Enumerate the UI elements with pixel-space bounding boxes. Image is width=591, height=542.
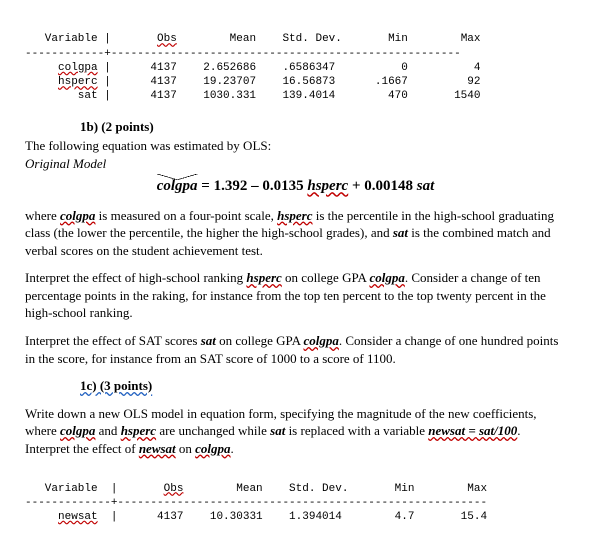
p4v2: colgpa (369, 270, 404, 285)
regression-equation: colgpa = 1.392 – 0.0135 hsperc + 0.00148… (25, 176, 566, 196)
p5v2: colgpa (304, 333, 339, 348)
table1-row-0: colgpa | 4137 2.652686 .6586347 0 4 (25, 62, 481, 74)
eq-v2: sat (417, 178, 435, 194)
table2-header: Variable | Obs Mean Std. Dev. Min Max (25, 483, 487, 495)
section-1b-head: 1b) (2 points) (80, 118, 566, 136)
stats-table-1: Variable | Obs Mean Std. Dev. Min Max --… (25, 18, 566, 104)
p6v6: colgpa (195, 441, 230, 456)
p4v1: hsperc (246, 270, 281, 285)
para-interpret-hsperc: Interpret the effect of high-school rank… (25, 269, 566, 322)
eq-lhs: colgpa (157, 176, 198, 196)
p6v2: hsperc (121, 423, 156, 438)
table1-row-1: hsperc | 4137 19.23707 16.56873 .1667 92 (25, 76, 481, 88)
p6v1: colgpa (60, 423, 95, 438)
p3a: where (25, 208, 60, 223)
p6c: are unchanged while (156, 423, 270, 438)
p1-text: The following equation was estimated by … (25, 138, 271, 153)
para-ols-intro: The following equation was estimated by … (25, 137, 566, 172)
para-interpret-sat: Interpret the effect of SAT scores sat o… (25, 332, 566, 367)
p5b: on college GPA (216, 333, 304, 348)
stats-table-2: Variable | Obs Mean Std. Dev. Min Max --… (25, 467, 566, 524)
p4b: on college GPA (282, 270, 370, 285)
p5a: Interpret the effect of SAT scores (25, 333, 201, 348)
para-definitions: where colgpa is measured on a four-point… (25, 207, 566, 260)
eq-rhs-a: = 1.392 – 0.0135 (198, 178, 308, 194)
table1-dashes: ------------+---------------------------… (25, 48, 461, 60)
eq-v1: hsperc (307, 178, 348, 194)
p5v1: sat (201, 333, 216, 348)
p6g: . (231, 441, 234, 456)
table2-row: newsat | 4137 10.30331 1.394014 4.7 15.4 (25, 511, 487, 523)
sec1c-text: 1c) (3 points) (80, 378, 152, 393)
p3v3: sat (393, 225, 408, 240)
p6v5: newsat (139, 441, 176, 456)
para-new-model: Write down a new OLS model in equation f… (25, 405, 566, 458)
p4a: Interpret the effect of high-school rank… (25, 270, 246, 285)
table1-header: Variable | Obs Mean Std. Dev. Min Max (25, 33, 481, 45)
p6f: on (176, 441, 196, 456)
p3b: is measured on a four-point scale, (95, 208, 277, 223)
p3v1: colgpa (60, 208, 95, 223)
eq-rhs-b: + 0.00148 (348, 178, 417, 194)
section-1c-head: 1c) (3 points) (80, 377, 566, 395)
p6v3: sat (270, 423, 285, 438)
p6b: and (95, 423, 120, 438)
p6d: is replaced with a variable (285, 423, 428, 438)
p2-text: Original Model (25, 156, 106, 171)
p3v2: hsperc (277, 208, 312, 223)
table1-row-2: sat | 4137 1030.331 139.4014 470 1540 (25, 90, 480, 102)
table2-dashes: -------------+--------------------------… (25, 497, 487, 509)
p6v4: newsat = sat/100 (428, 423, 517, 438)
